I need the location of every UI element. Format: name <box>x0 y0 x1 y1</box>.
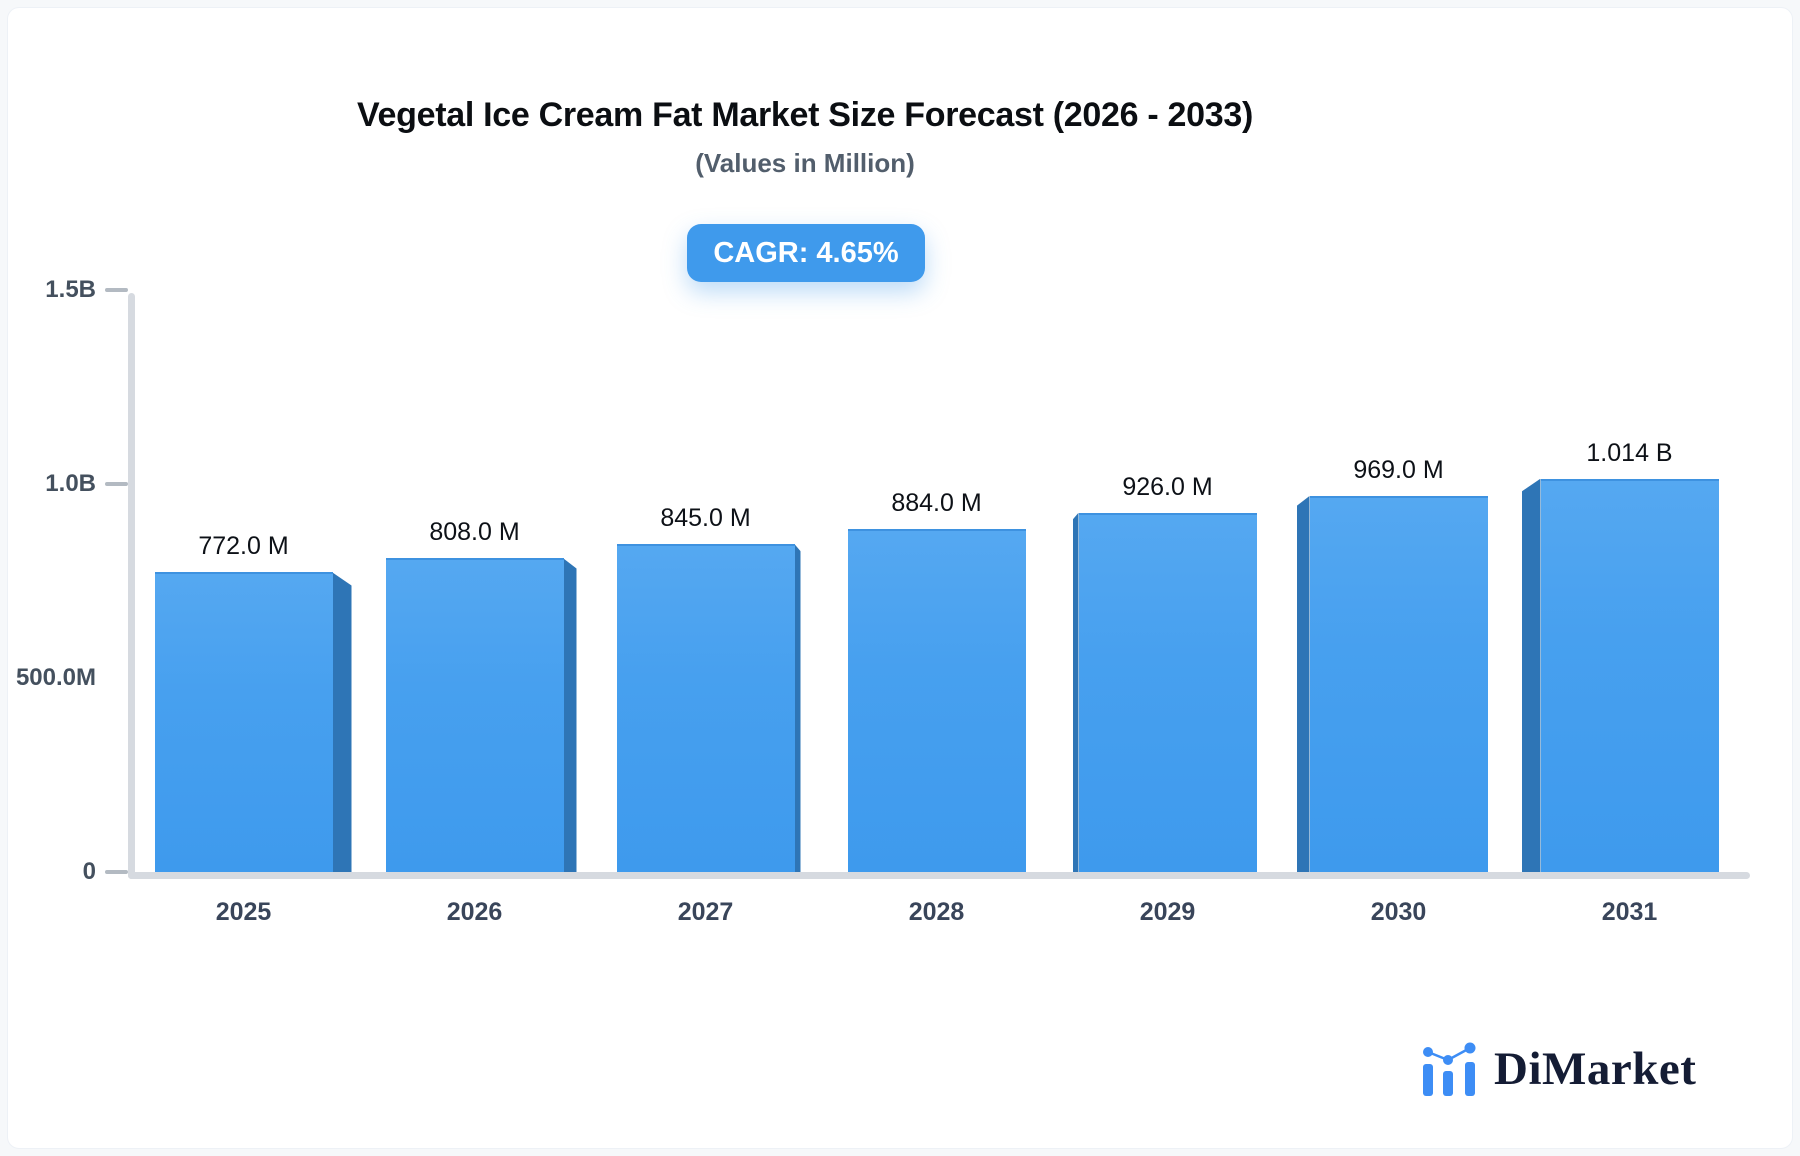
chart-bar-2025[interactable] <box>154 572 333 872</box>
x-axis-label-2030: 2030 <box>1370 898 1427 926</box>
bar-value-label: 1.014 B <box>1586 438 1673 467</box>
chart-bar-side-face <box>1296 496 1310 872</box>
x-axis-label-2028: 2028 <box>908 898 965 926</box>
chart-bar-side-face <box>1072 512 1079 872</box>
brand-logo: DiMarket <box>1420 1040 1696 1098</box>
y-axis-line <box>128 293 135 879</box>
x-axis-label-2025: 2025 <box>215 898 272 926</box>
chart-bar-side-face <box>794 544 801 872</box>
chart-subtitle: (Values in Million) <box>695 148 915 178</box>
bar-value-label: 772.0 M <box>198 532 289 561</box>
chart-title: Vegetal Ice Cream Fat Market Size Foreca… <box>357 96 1253 134</box>
bar-chart-logo-icon <box>1423 1042 1476 1096</box>
chart-bar-side-face <box>1521 478 1541 872</box>
chart-bar-2028[interactable] <box>847 529 1026 872</box>
chart-bar-side-face <box>332 572 352 872</box>
bar-value-label: 969.0 M <box>1353 456 1444 485</box>
y-tick-label: 0 <box>82 858 96 885</box>
bar-value-label: 884.0 M <box>891 489 982 517</box>
y-tick-label: 1.5B <box>45 276 96 303</box>
cagr-badge: CAGR: 4.65% <box>687 224 925 282</box>
bar-value-label: 926.0 M <box>1122 472 1213 501</box>
bar-value-label: 845.0 M <box>660 504 751 533</box>
x-axis-label-2027: 2027 <box>677 898 734 926</box>
y-tick-mark <box>105 482 128 486</box>
x-axis-label-2031: 2031 <box>1601 898 1658 926</box>
y-tick-mark <box>105 870 128 874</box>
chart-bar-2031[interactable] <box>1540 478 1719 872</box>
x-axis-label-2029: 2029 <box>1139 898 1196 926</box>
chart-bar-2027[interactable] <box>616 544 795 872</box>
chart-bar-2026[interactable] <box>385 558 564 872</box>
chart-header: Vegetal Ice Cream Fat Market Size Foreca… <box>0 0 1610 300</box>
y-tick-label: 500.0M <box>15 664 96 691</box>
bar-value-label: 808.0 M <box>429 518 520 547</box>
chart-bar-side-face <box>563 558 577 872</box>
x-axis-line <box>128 872 1750 879</box>
brand-name: DiMarket <box>1494 1043 1697 1095</box>
y-tick-mark <box>105 288 128 292</box>
chart-bar-2030[interactable] <box>1309 496 1488 872</box>
y-tick-label: 1.0B <box>45 470 96 497</box>
chart-bar-2029[interactable] <box>1078 512 1257 872</box>
x-axis-label-2026: 2026 <box>446 898 503 926</box>
